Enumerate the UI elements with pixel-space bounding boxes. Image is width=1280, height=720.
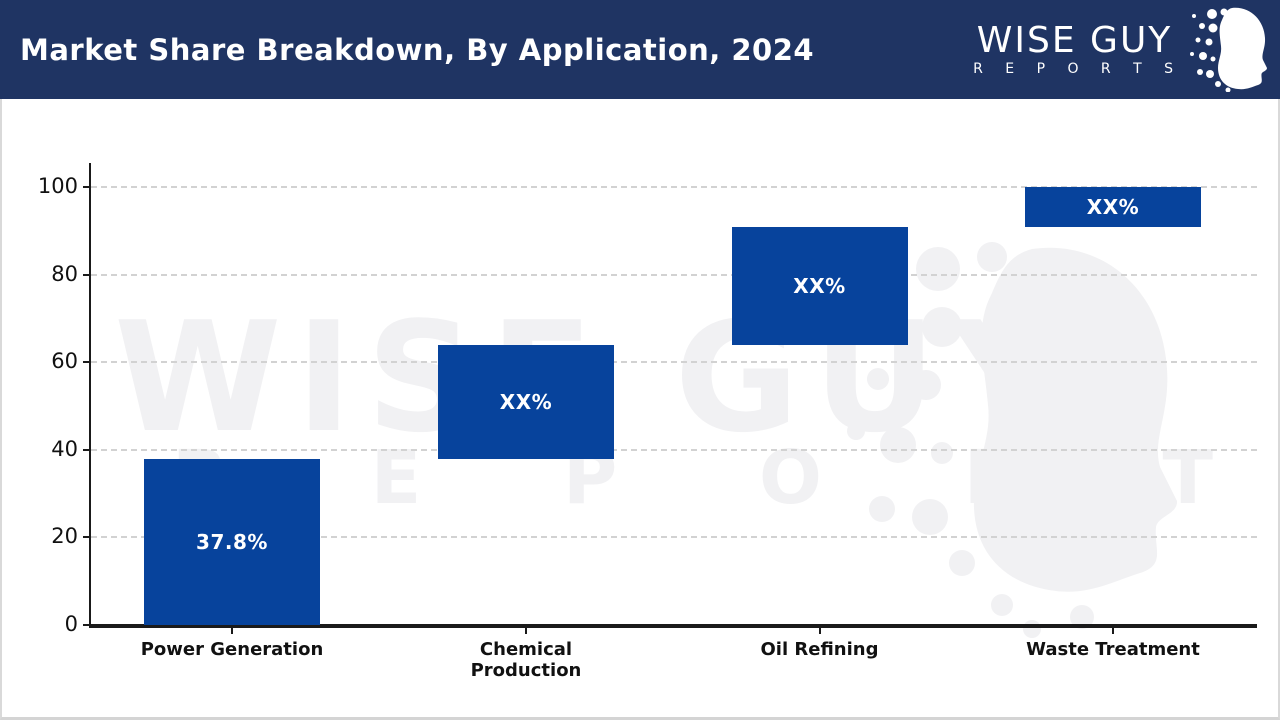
head-profile-icon: [1188, 4, 1270, 96]
brand-subtitle: R E P O R T S: [973, 60, 1182, 77]
bar-power-generation: 37.8%: [144, 459, 320, 625]
header-bar: Market Share Breakdown, By Application, …: [0, 0, 1280, 99]
y-axis-tick-label: 40: [51, 436, 78, 461]
x-axis-category-label: Waste Treatment: [1026, 639, 1200, 660]
y-axis-tick-mark: [83, 186, 91, 188]
y-axis-tick-label: 20: [51, 524, 78, 549]
x-axis-tick-mark: [231, 628, 233, 634]
x-axis-category-label: Chemical Production: [470, 639, 582, 681]
bar-chemical-production: XX%: [438, 345, 614, 460]
y-axis-tick-label: 100: [37, 174, 78, 198]
x-axis-tick-mark: [818, 628, 821, 634]
page-title: Market Share Breakdown, By Application, …: [20, 32, 815, 67]
bar-value-label: XX%: [1086, 194, 1140, 219]
bar-waste-treatment: XX%: [1025, 187, 1201, 227]
y-axis-tick-mark: [83, 273, 91, 276]
x-axis-category-label: Power Generation: [140, 639, 324, 660]
gridline-y80: [91, 273, 1257, 276]
y-axis-tick-label: 0: [64, 612, 78, 636]
brand-logo-text: WISE GUY R E P O R T S: [967, 19, 1182, 77]
brand-name: WISE GUY: [976, 19, 1173, 61]
y-axis-tick-label: 80: [51, 261, 78, 286]
y-axis-tick-label: 60: [51, 349, 78, 374]
y-axis-tick-mark: [83, 624, 91, 626]
x-axis-tick-mark: [1112, 628, 1114, 634]
y-axis-tick-mark: [83, 536, 91, 539]
chart-plot-area: WISE GUY R E P O R T S 02040608010037.8%…: [2, 99, 1280, 717]
bar-oil-refining: XX%: [731, 226, 908, 346]
bar-value-label: XX%: [793, 273, 846, 298]
gridline-y60: [91, 361, 1257, 364]
y-axis-tick-mark: [83, 448, 91, 451]
x-axis-tick-mark: [525, 628, 527, 634]
gridline-y40: [91, 448, 1257, 451]
y-axis-line: [89, 163, 91, 628]
x-axis-line: [89, 624, 1257, 628]
brand-logo: WISE GUY R E P O R T S: [967, 4, 1280, 96]
bar-value-label: XX%: [499, 390, 553, 415]
gridline-y20: [91, 536, 1257, 539]
gridline-y100: [91, 186, 1257, 188]
x-axis-category-label: Oil Refining: [760, 639, 879, 660]
bar-value-label: 37.8%: [196, 530, 268, 555]
y-axis-tick-mark: [83, 361, 91, 364]
